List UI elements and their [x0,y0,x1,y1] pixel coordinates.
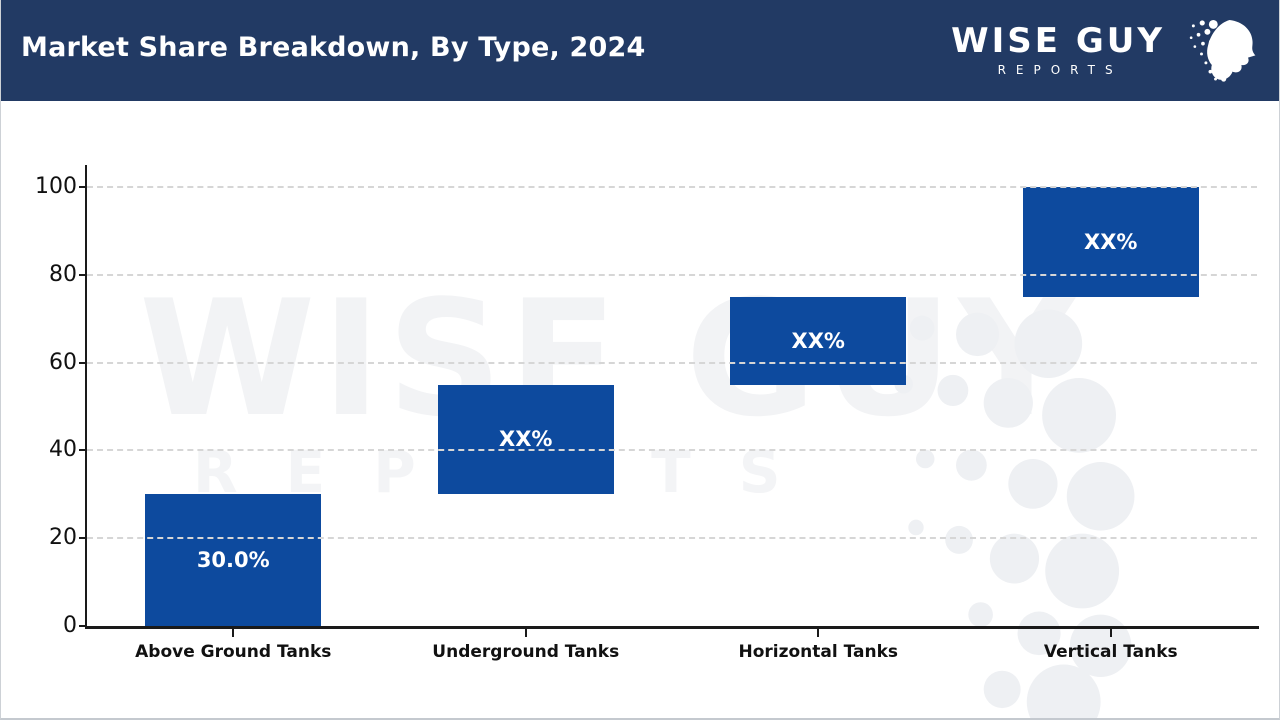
x-axis-tick [232,629,235,637]
gridline [87,186,1257,188]
y-axis-tick [79,186,87,188]
y-axis-tick-label: 80 [49,261,77,287]
gridline [87,361,1257,364]
logo-wordmark: WISE GUY REPORTS [951,24,1165,77]
wiseguy-logo: WISE GUY REPORTS [951,11,1265,91]
y-axis-spine [85,165,87,629]
logo-face-icon [1189,19,1256,82]
bar-value-label: 30.0% [196,548,270,573]
gridline [87,273,1257,276]
y-axis-tick [79,361,87,364]
bar-vertical-tanks: XX% [1022,187,1199,297]
logo-subtitle: REPORTS [997,63,1123,77]
y-axis-tick [79,537,87,540]
page-title: Market Share Breakdown, By Type, 2024 [21,32,646,63]
bar-underground-tanks: XX% [437,384,614,495]
gridline [87,537,1257,540]
x-axis-label-vertical-tanks: Vertical Tanks [1043,642,1178,662]
x-axis-label-underground-tanks: Underground Tanks [432,642,620,662]
x-axis-label-horizontal-tanks: Horizontal Tanks [738,642,899,662]
y-axis-tick [79,625,87,627]
y-axis-tick-label: 0 [63,613,77,638]
y-axis-tick-label: 20 [49,525,77,551]
x-axis-tick [524,629,527,637]
y-axis-tick-label: 100 [35,174,77,199]
bar-horizontal-tanks: XX% [730,296,907,385]
x-axis-label-above-ground-tanks: Above Ground Tanks [135,642,332,662]
y-axis-tick [79,449,87,452]
bar-above-ground-tanks: 30.0% [145,494,322,626]
x-axis-tick [817,629,820,637]
y-axis-tick-label: 60 [49,349,77,375]
x-axis-line [85,626,1259,629]
bar-value-label: XX% [791,328,845,353]
bar-value-label: XX% [499,427,553,452]
y-axis-tick-label: 40 [49,437,77,463]
chart-area: WISE GUY REPORTS 02040608010030.0%Above … [1,101,1279,718]
bar-value-label: XX% [1084,229,1138,254]
header: Market Share Breakdown, By Type, 2024 WI… [1,0,1279,101]
y-axis-tick [79,273,87,276]
logo-name: WISE GUY [951,21,1165,61]
gridline [87,449,1257,452]
x-axis-tick [1109,629,1112,637]
